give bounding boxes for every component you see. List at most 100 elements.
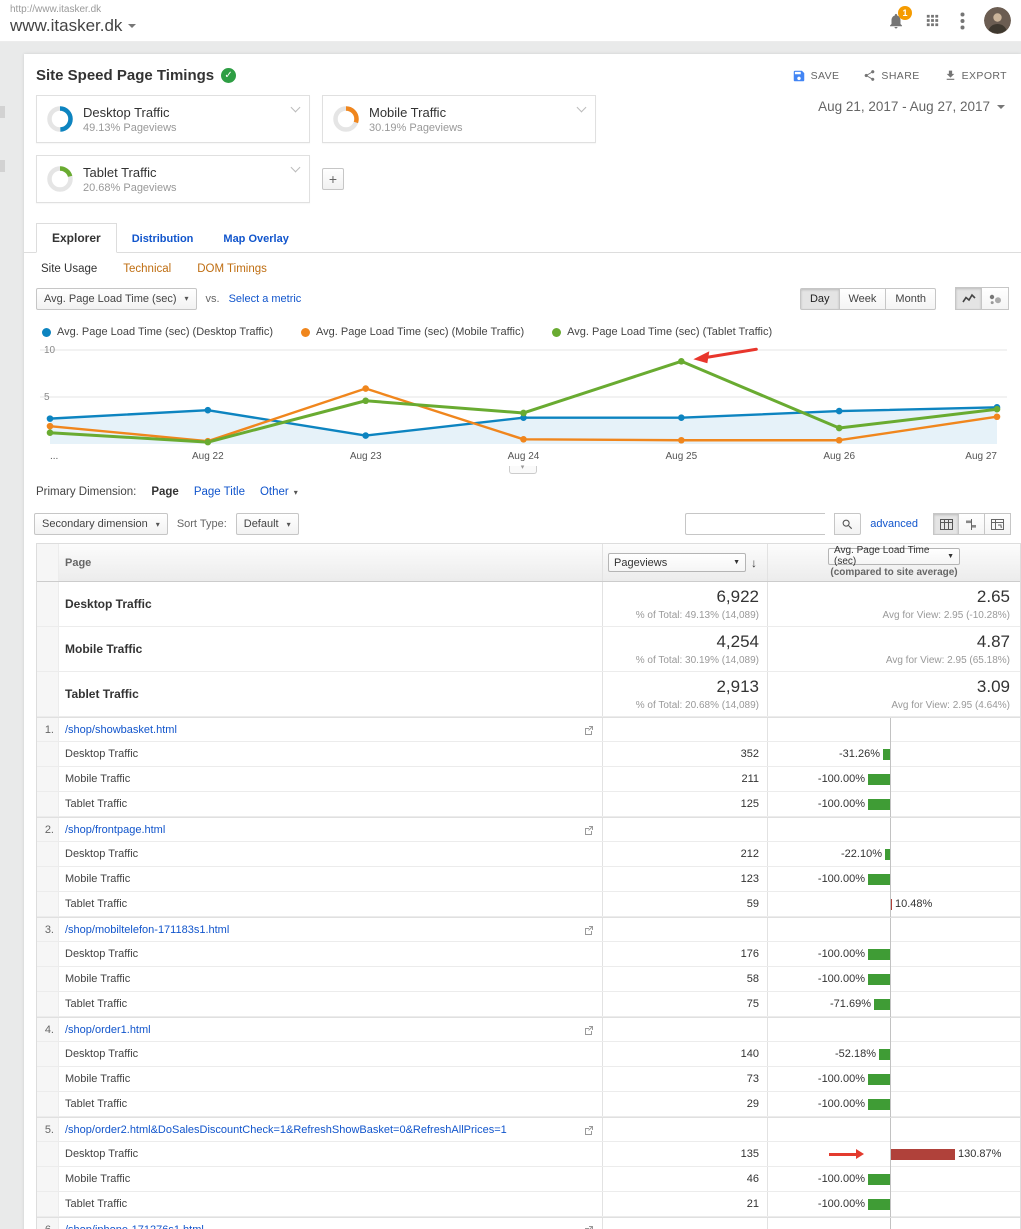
- segment-name: Tablet Traffic: [83, 164, 157, 180]
- subtab-site-usage[interactable]: Site Usage: [41, 263, 98, 275]
- metric-cell: [767, 918, 1020, 942]
- table-search-button[interactable]: [834, 513, 862, 535]
- primary-dimension-page-title[interactable]: Page Title: [194, 486, 245, 498]
- open-in-new-button[interactable]: [576, 925, 594, 935]
- page-link[interactable]: /shop/frontpage.html: [65, 823, 166, 836]
- open-in-new-button[interactable]: [576, 1225, 594, 1229]
- advanced-search-link[interactable]: advanced: [870, 518, 918, 530]
- export-button[interactable]: EXPORT: [944, 69, 1007, 83]
- share-button[interactable]: SHARE: [863, 69, 919, 83]
- line-chart-view-button[interactable]: [955, 287, 982, 310]
- segment-name: Mobile Traffic: [65, 1072, 131, 1085]
- collapsed-sidebar-mark: [0, 106, 5, 118]
- open-in-new-button[interactable]: [576, 1025, 594, 1035]
- table-header-row: Page Pageviews ▼ ↓ Avg. Page Load Time (…: [37, 544, 1020, 582]
- segment-name: Mobile Traffic: [65, 972, 131, 985]
- tab-explorer[interactable]: Explorer: [36, 223, 117, 253]
- page-cell: /shop/mobiltelefon-171183s1.html: [59, 918, 602, 941]
- tab-distribution[interactable]: Distribution: [131, 233, 194, 245]
- account-selector[interactable]: www.itasker.dk: [10, 16, 1021, 36]
- open-in-new-button[interactable]: [576, 825, 594, 835]
- primary-dimension-other[interactable]: Other ▾: [260, 486, 298, 498]
- data-table-view-button[interactable]: [933, 513, 959, 535]
- segment-card-mobile[interactable]: Mobile Traffic 30.19% Pageviews: [322, 95, 596, 143]
- chart-annotation-arrow: [705, 347, 758, 359]
- page-link[interactable]: /shop/mobiltelefon-171183s1.html: [65, 923, 230, 936]
- segment-name-cell: Tablet Traffic: [59, 892, 602, 916]
- export-icon: [946, 70, 954, 80]
- segment-metric-cell: -52.18%: [767, 1042, 1020, 1067]
- summary-pageviews-note: % of Total: 49.13% (14,089): [635, 610, 759, 621]
- secondary-dimension-label: Secondary dimension: [42, 518, 148, 530]
- page-link[interactable]: /shop/iphone-171276s1.html: [65, 1224, 204, 1229]
- open-in-new-icon: [585, 825, 593, 835]
- segment-card-desktop[interactable]: Desktop Traffic 49.13% Pageviews: [36, 95, 310, 143]
- open-in-new-button[interactable]: [576, 1125, 594, 1135]
- summary-pageviews-value: 4,254: [716, 632, 759, 651]
- date-range-selector[interactable]: Aug 21, 2017 - Aug 27, 2017: [818, 99, 1005, 114]
- pageviews-column-select[interactable]: Pageviews ▼: [608, 553, 746, 572]
- segment-name: Mobile Traffic: [65, 1172, 131, 1185]
- negative-bar: [879, 1048, 890, 1060]
- summary-pageviews-value: 2,913: [716, 677, 759, 696]
- chevron-down-icon: ▾: [286, 519, 291, 529]
- motion-chart-view-button[interactable]: [982, 287, 1009, 310]
- comparison-value: -100.00%: [817, 1173, 865, 1185]
- table-row-segment: Mobile Traffic 58 -100.00%: [37, 967, 1020, 992]
- sort-type-dropdown[interactable]: Default ▾: [235, 513, 299, 535]
- segment-name: Mobile Traffic: [369, 104, 447, 120]
- granularity-week-button[interactable]: Week: [839, 287, 887, 310]
- timeline-chart[interactable]: 5 10... Aug 22 Aug 23 Aug 24 Aug 25 Aug 26 Aug …: [24, 340, 1021, 469]
- tab-map-overlay[interactable]: Map Overlay: [223, 233, 289, 245]
- svg-text:Aug 24: Aug 24: [508, 451, 540, 462]
- user-avatar[interactable]: [984, 7, 1011, 34]
- primary-dimension-page-title-label: Page Title: [193, 486, 245, 498]
- page-link[interactable]: /shop/order2.html&DoSalesDiscountCheck=1…: [65, 1123, 507, 1136]
- comparison-value: -100.00%: [817, 1198, 865, 1210]
- metric-column-select[interactable]: Avg. Page Load Time (sec) ▼: [828, 545, 960, 567]
- comparison-view-button[interactable]: [959, 513, 985, 535]
- sort-direction-icon[interactable]: ↓: [751, 555, 757, 570]
- metric-column-header: Avg. Page Load Time (sec) ▼ (compared to…: [767, 544, 1020, 581]
- comparison-value: 130.87%: [958, 1148, 1002, 1160]
- segment-name: Mobile Traffic: [65, 872, 131, 885]
- select-metric-link[interactable]: Select a metric: [228, 292, 302, 305]
- chart-collapse-handle[interactable]: ▾: [508, 464, 537, 474]
- row-number-cell: [37, 842, 59, 866]
- summary-segment-name: Mobile Traffic: [65, 642, 143, 656]
- metric-selector-dropdown[interactable]: Avg. Page Load Time (sec) ▾: [36, 287, 197, 310]
- subtab-technical[interactable]: Technical: [123, 263, 172, 275]
- page-link[interactable]: /shop/showbasket.html: [65, 723, 177, 736]
- page-column-label[interactable]: Page: [65, 556, 92, 569]
- primary-dimension-page[interactable]: Page: [151, 486, 179, 498]
- row-number: 3.: [37, 918, 59, 941]
- summary-metric-note: Avg for View: 2.95 (65.18%): [885, 655, 1010, 666]
- secondary-dimension-dropdown[interactable]: Secondary dimension ▾: [34, 513, 168, 535]
- pivot-view-button[interactable]: [985, 513, 1011, 535]
- row-number-cell: [37, 742, 59, 766]
- negative-zone: -100.00%: [768, 1098, 890, 1110]
- add-segment-button[interactable]: +: [322, 168, 344, 190]
- subtab-dom-timings[interactable]: DOM Timings: [197, 263, 267, 275]
- more-options-button[interactable]: [960, 12, 965, 30]
- segment-name-cell: Mobile Traffic: [59, 1067, 602, 1091]
- topbar-actions: 1: [887, 5, 1011, 34]
- notifications-button[interactable]: 1: [887, 5, 912, 31]
- save-button[interactable]: SAVE: [792, 69, 840, 83]
- negative-bar: [874, 998, 890, 1010]
- segment-name-cell: Desktop Traffic: [59, 942, 602, 966]
- apps-grid-button[interactable]: [924, 12, 941, 29]
- summary-pageviews-value: 6,922: [716, 587, 759, 606]
- open-in-new-button[interactable]: [576, 725, 594, 735]
- summary-pageviews-note: % of Total: 30.19% (14,089): [635, 655, 759, 666]
- summary-metric-cell: 2.65 Avg for View: 2.95 (-10.28%): [767, 582, 1020, 626]
- granularity-month-button[interactable]: Month: [886, 287, 936, 310]
- page-link[interactable]: /shop/order1.html: [65, 1023, 151, 1036]
- comparison-value: -100.00%: [817, 798, 865, 810]
- segment-card-tablet[interactable]: Tablet Traffic 20.68% Pageviews: [36, 155, 310, 203]
- legend-label: Avg. Page Load Time (sec) (Tablet Traffi…: [567, 326, 773, 338]
- save-icon: [793, 70, 804, 81]
- segment-pageviews-value: 29: [602, 1092, 767, 1116]
- table-search-input[interactable]: [685, 513, 826, 535]
- granularity-day-button[interactable]: Day: [799, 287, 840, 310]
